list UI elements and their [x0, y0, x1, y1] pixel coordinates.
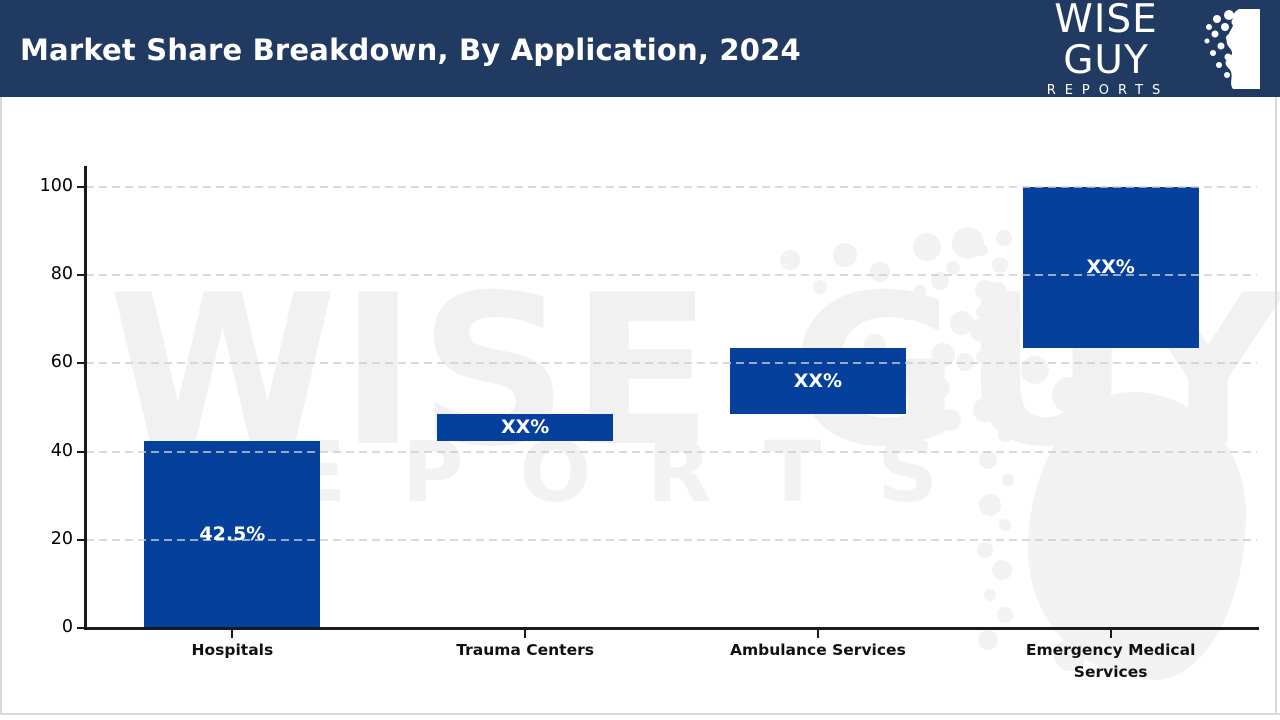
watermark-dot	[998, 375, 1018, 395]
y-tick-60	[77, 362, 86, 365]
bar-emergency-medical-services	[1022, 187, 1199, 348]
watermark-dot	[976, 244, 988, 256]
watermark-dot	[979, 494, 1001, 516]
watermark-dot	[979, 451, 997, 469]
y-tick-label-80: 80	[50, 264, 73, 285]
page-title: Market Share Breakdown, By Application, …	[20, 33, 801, 67]
watermark-dot	[913, 233, 941, 261]
gridline-80	[86, 274, 1257, 277]
watermark-dot	[999, 299, 1011, 311]
logo-reports-label: REPORTS	[1046, 82, 1170, 98]
watermark-dot	[1052, 377, 1088, 413]
y-axis-spine	[84, 166, 87, 630]
watermark-dot	[1138, 558, 1182, 602]
watermark-dot	[1088, 398, 1132, 442]
watermark-dot	[982, 357, 998, 373]
watermark-dot	[1002, 474, 1014, 486]
y-tick-label-40: 40	[50, 440, 73, 461]
frame-line-bottom	[0, 713, 1280, 715]
y-tick-label-100: 100	[39, 176, 73, 196]
watermark-dot	[939, 409, 961, 431]
watermark-dot	[931, 272, 949, 290]
watermark-dot	[976, 305, 990, 319]
frame-line-left	[0, 97, 2, 715]
bar-trauma-centers	[437, 414, 614, 441]
watermark-dot	[780, 250, 800, 270]
header-bar: Market Share Breakdown, By Application, …	[0, 0, 1280, 98]
watermark-dot	[1005, 312, 1021, 328]
wise-guy-reports-logo: WISE GUY REPORTS	[1014, 0, 1264, 98]
bar-value-label-hospitals: 42.5%	[199, 523, 266, 546]
watermark-dot	[1021, 356, 1049, 384]
watermark-dot	[914, 285, 926, 297]
gridline-20	[86, 538, 1257, 541]
x-tick-hospitals	[231, 629, 234, 638]
x-axis-spine	[84, 627, 1259, 630]
watermark-dot	[978, 630, 998, 650]
y-tick-label-60: 60	[50, 352, 73, 373]
watermark-dot	[996, 230, 1012, 246]
watermark-dot	[930, 378, 950, 398]
y-tick-0	[77, 627, 86, 629]
y-tick-20	[77, 538, 86, 541]
watermark-dot	[833, 243, 857, 267]
watermark-dot	[992, 257, 1008, 273]
watermark-dot	[999, 519, 1011, 531]
bar-value-label-emergency-medical-services: XX%	[1086, 256, 1135, 279]
bar-ambulance-services	[729, 347, 906, 415]
watermark-dot	[892, 437, 908, 453]
logo-text: WISE GUY REPORTS	[1014, 0, 1198, 98]
x-tick-trauma-centers	[524, 629, 527, 638]
watermark-dot	[983, 381, 997, 395]
watermark-dot	[870, 262, 890, 282]
logo-face-icon	[1204, 9, 1260, 89]
watermark-dot	[946, 261, 960, 275]
watermark-dot	[1004, 334, 1016, 346]
watermark-dot	[977, 542, 993, 558]
watermark-dot	[1100, 610, 1140, 650]
watermark-dot	[1054, 639, 1086, 671]
y-tick-label-0: 0	[61, 617, 73, 637]
gridline-60	[86, 362, 1257, 365]
y-tick-label-20: 20	[50, 528, 73, 549]
watermark-dot	[1130, 430, 1170, 470]
y-tick-100	[77, 186, 86, 188]
x-tick-emergency-medical-services	[1109, 629, 1112, 638]
frame-line-right	[1275, 97, 1277, 715]
x-axis-label-trauma-centers: Trauma Centers	[456, 641, 594, 659]
bar-hospitals	[144, 440, 321, 628]
watermark-dot	[900, 304, 916, 320]
watermark-dot	[852, 302, 868, 318]
x-tick-ambulance-services	[816, 629, 819, 638]
x-axis-label-emergency-medical-services: Emergency Medical Services	[1025, 641, 1196, 681]
watermark-dot	[998, 428, 1012, 442]
watermark-dot	[975, 280, 995, 300]
gridline-40	[86, 450, 1257, 453]
y-tick-80	[77, 274, 86, 277]
watermark-dot	[1151, 486, 1199, 534]
bar-value-label-trauma-centers: XX%	[500, 416, 550, 439]
gridline-100	[86, 186, 1257, 188]
watermark-dot	[813, 280, 827, 294]
watermark-dot	[992, 560, 1012, 580]
x-axis-label-ambulance-services: Ambulance Services	[729, 641, 906, 659]
watermark-dot	[956, 353, 974, 371]
watermark-dot	[984, 589, 996, 601]
watermark-dot	[997, 607, 1013, 623]
bar-value-label-ambulance-services: XX%	[793, 370, 843, 393]
logo-wiseguy-label: WISE GUY	[1054, 0, 1158, 83]
y-tick-40	[77, 450, 86, 453]
x-axis-label-hospitals: Hospitals	[191, 641, 274, 659]
watermark-dot	[973, 398, 997, 422]
watermark-dot	[970, 318, 994, 342]
